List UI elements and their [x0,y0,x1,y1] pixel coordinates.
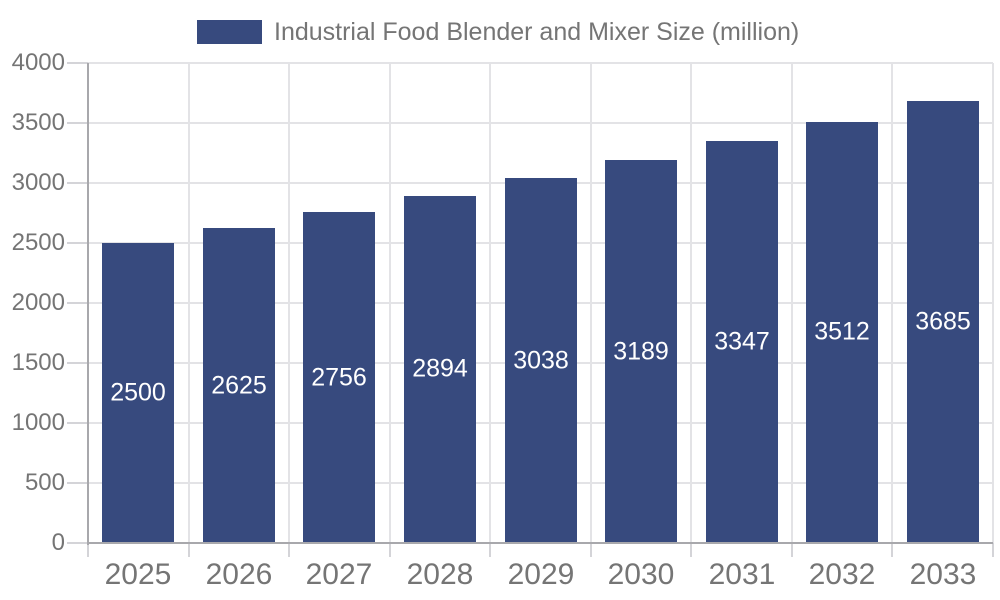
y-axis-tick [67,182,88,184]
y-tick-label: 500 [24,469,65,496]
bar [102,243,174,543]
bar-value-label: 3347 [714,327,770,356]
bar-value-label: 3512 [814,317,870,346]
x-tick-label: 2028 [406,558,474,591]
bar [907,101,979,543]
x-tick-label: 2031 [708,558,776,591]
x-axis-tick [590,543,592,557]
legend-swatch [197,20,262,44]
bar-value-label: 3038 [513,346,569,375]
bar-value-label: 2500 [110,378,166,407]
v-gridline [891,63,893,543]
h-gridline [88,122,993,124]
x-tick-label: 2029 [507,558,575,591]
legend-label: Industrial Food Blender and Mixer Size (… [274,18,800,46]
bar-value-label: 3189 [613,337,669,366]
x-axis-tick [389,543,391,557]
y-tick-label: 2000 [11,289,65,316]
bar-value-label: 2625 [211,371,267,400]
x-axis-tick [891,543,893,557]
bar-value-label: 2756 [311,363,367,392]
y-tick-label: 4000 [11,49,65,76]
x-axis-tick [87,543,89,557]
bar [605,160,677,543]
bar [505,178,577,543]
v-gridline [489,63,491,543]
h-gridline [88,62,993,64]
bar [806,122,878,543]
v-gridline [690,63,692,543]
y-axis-tick [67,422,88,424]
x-axis-line [88,542,993,544]
legend: Industrial Food Blender and Mixer Size (… [0,0,1000,56]
x-tick-label: 2025 [104,558,172,591]
y-tick-label: 1500 [11,349,65,376]
y-tick-label: 1000 [11,409,65,436]
y-axis-tick [67,122,88,124]
bar [203,228,275,543]
x-tick-label: 2033 [909,558,977,591]
y-axis-tick [67,242,88,244]
y-tick-label: 2500 [11,229,65,256]
x-tick-label: 2032 [808,558,876,591]
x-axis-tick [188,543,190,557]
bar-value-label: 3685 [915,307,971,336]
x-axis-tick [288,543,290,557]
y-axis-tick [67,302,88,304]
x-axis-tick [690,543,692,557]
v-gridline [590,63,592,543]
x-axis-tick [489,543,491,557]
bar [404,196,476,543]
v-gridline [188,63,190,543]
v-gridline [791,63,793,543]
y-axis-tick [67,62,88,64]
y-axis-line [87,63,89,545]
y-tick-label: 3500 [11,109,65,136]
x-tick-label: 2030 [607,558,675,591]
y-tick-label: 3000 [11,169,65,196]
bar [706,141,778,543]
y-axis-tick [67,542,88,544]
y-axis-tick [67,482,88,484]
x-axis-tick [992,543,994,557]
x-tick-label: 2027 [305,558,373,591]
bar [303,212,375,543]
bar-value-label: 2894 [412,354,468,383]
v-gridline [992,63,994,543]
y-axis-tick [67,362,88,364]
x-tick-label: 2026 [205,558,273,591]
v-gridline [389,63,391,543]
y-tick-label: 0 [51,529,65,556]
x-axis-tick [791,543,793,557]
v-gridline [288,63,290,543]
